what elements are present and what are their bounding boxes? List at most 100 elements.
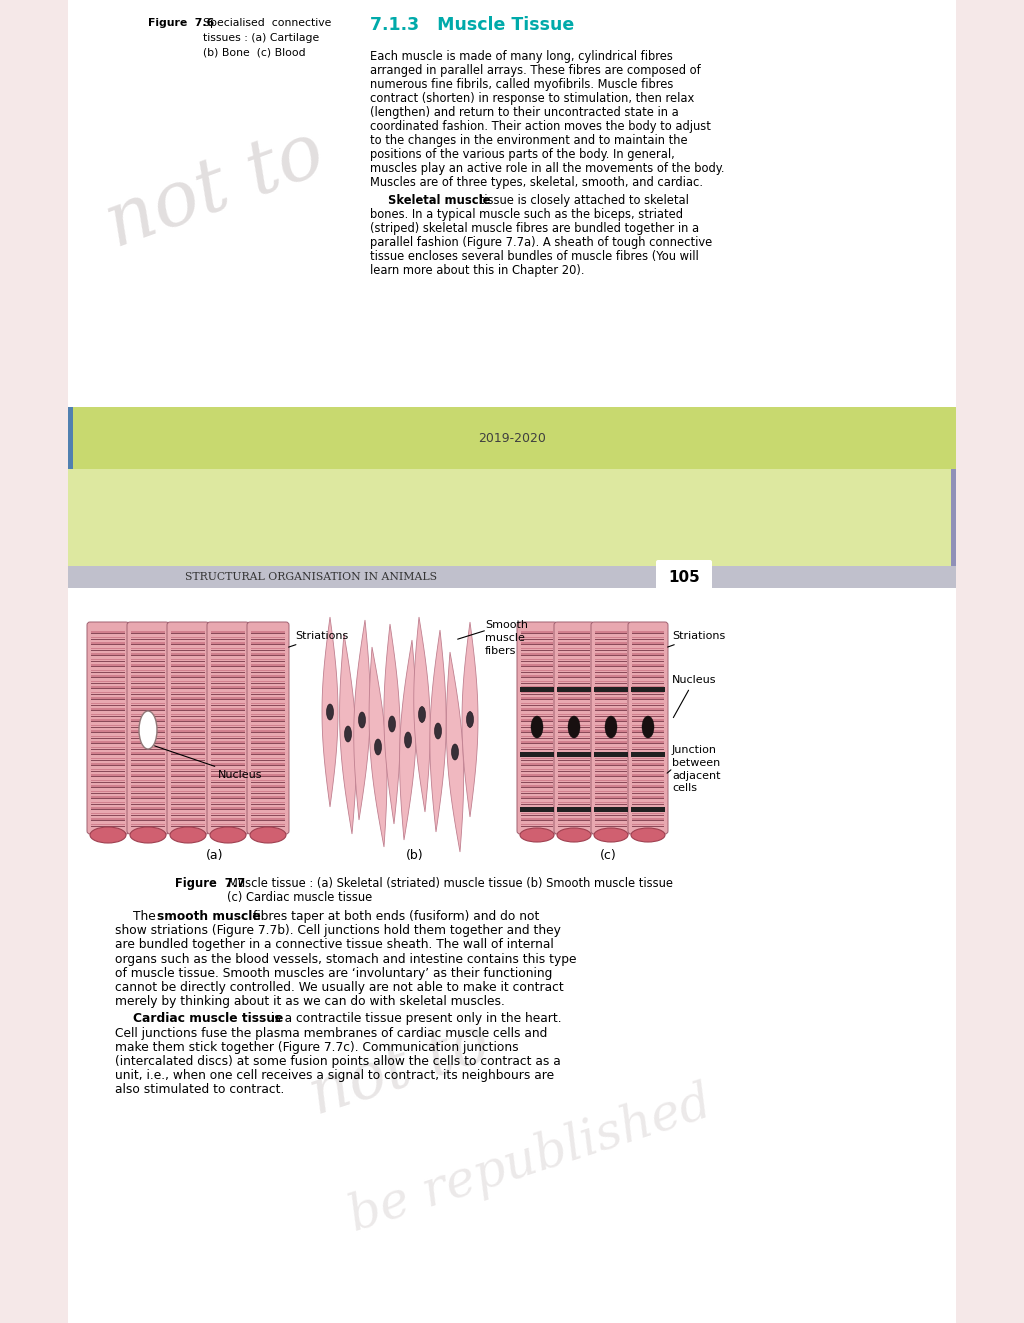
Bar — [211, 763, 245, 765]
Bar — [595, 796, 627, 798]
Bar — [521, 812, 553, 814]
Bar — [251, 812, 285, 814]
Bar — [211, 751, 245, 754]
Bar — [594, 751, 628, 757]
Bar — [557, 687, 591, 692]
Bar — [131, 779, 165, 782]
Bar — [171, 669, 205, 671]
Bar — [251, 642, 285, 644]
Polygon shape — [322, 617, 338, 807]
Bar — [951, 468, 956, 566]
Bar — [131, 791, 165, 792]
Bar — [595, 758, 627, 759]
Bar — [131, 730, 165, 732]
Bar — [91, 763, 125, 765]
Bar — [211, 687, 245, 688]
Bar — [595, 687, 627, 688]
Ellipse shape — [605, 716, 617, 738]
Bar — [595, 812, 627, 814]
Bar — [251, 654, 285, 655]
Bar — [251, 802, 285, 803]
Bar — [131, 818, 165, 820]
Bar — [131, 802, 165, 803]
Bar — [632, 631, 664, 632]
Bar — [251, 703, 285, 704]
Bar — [595, 774, 627, 775]
Bar — [631, 751, 665, 757]
Bar — [632, 642, 664, 644]
Bar — [632, 791, 664, 792]
Bar — [595, 823, 627, 826]
Bar — [558, 774, 590, 775]
Bar — [171, 769, 205, 770]
Bar — [558, 823, 590, 826]
Bar — [595, 807, 627, 808]
Bar — [91, 807, 125, 808]
Bar — [632, 812, 664, 814]
Bar — [171, 664, 205, 665]
Bar — [211, 631, 245, 632]
Text: The: The — [133, 910, 160, 923]
Bar — [171, 730, 205, 732]
Ellipse shape — [520, 828, 554, 841]
Bar — [595, 751, 627, 754]
Ellipse shape — [388, 716, 395, 732]
Bar — [91, 718, 125, 721]
Bar — [632, 818, 664, 820]
Bar — [131, 751, 165, 754]
Bar — [632, 692, 664, 693]
Text: be republished: be republished — [342, 1078, 718, 1242]
Bar — [558, 692, 590, 693]
Bar — [91, 687, 125, 688]
Bar — [91, 703, 125, 704]
Bar — [211, 697, 245, 699]
Bar — [521, 769, 553, 770]
Bar — [632, 746, 664, 749]
Bar — [521, 763, 553, 765]
Bar — [171, 725, 205, 726]
Bar — [211, 802, 245, 803]
Bar — [251, 664, 285, 665]
Polygon shape — [340, 634, 356, 833]
Bar — [171, 675, 205, 677]
FancyBboxPatch shape — [591, 622, 631, 833]
Bar — [171, 774, 205, 775]
Bar — [521, 654, 553, 655]
Bar — [211, 779, 245, 782]
Bar — [131, 713, 165, 716]
Bar — [91, 802, 125, 803]
Bar — [521, 642, 553, 644]
Bar — [91, 769, 125, 770]
Bar — [131, 741, 165, 742]
Bar — [632, 680, 664, 683]
Bar — [521, 687, 553, 688]
Bar — [520, 687, 554, 692]
Bar — [632, 664, 664, 665]
Bar — [131, 703, 165, 704]
Bar — [558, 659, 590, 660]
Bar — [211, 713, 245, 716]
Bar — [558, 718, 590, 721]
Bar — [211, 818, 245, 820]
Bar — [68, 0, 956, 1323]
Bar — [595, 659, 627, 660]
Bar — [251, 675, 285, 677]
Bar — [211, 675, 245, 677]
Bar — [632, 708, 664, 710]
Ellipse shape — [90, 827, 126, 843]
Bar — [91, 823, 125, 826]
Bar — [131, 785, 165, 787]
Bar — [595, 718, 627, 721]
Bar — [558, 687, 590, 688]
Bar — [131, 692, 165, 693]
Bar — [558, 647, 590, 650]
Bar — [251, 774, 285, 775]
Bar — [521, 818, 553, 820]
Bar — [521, 675, 553, 677]
Bar — [171, 758, 205, 759]
Bar — [520, 751, 554, 757]
Bar — [211, 708, 245, 710]
Bar — [558, 636, 590, 638]
Bar — [131, 642, 165, 644]
Bar — [521, 807, 553, 808]
